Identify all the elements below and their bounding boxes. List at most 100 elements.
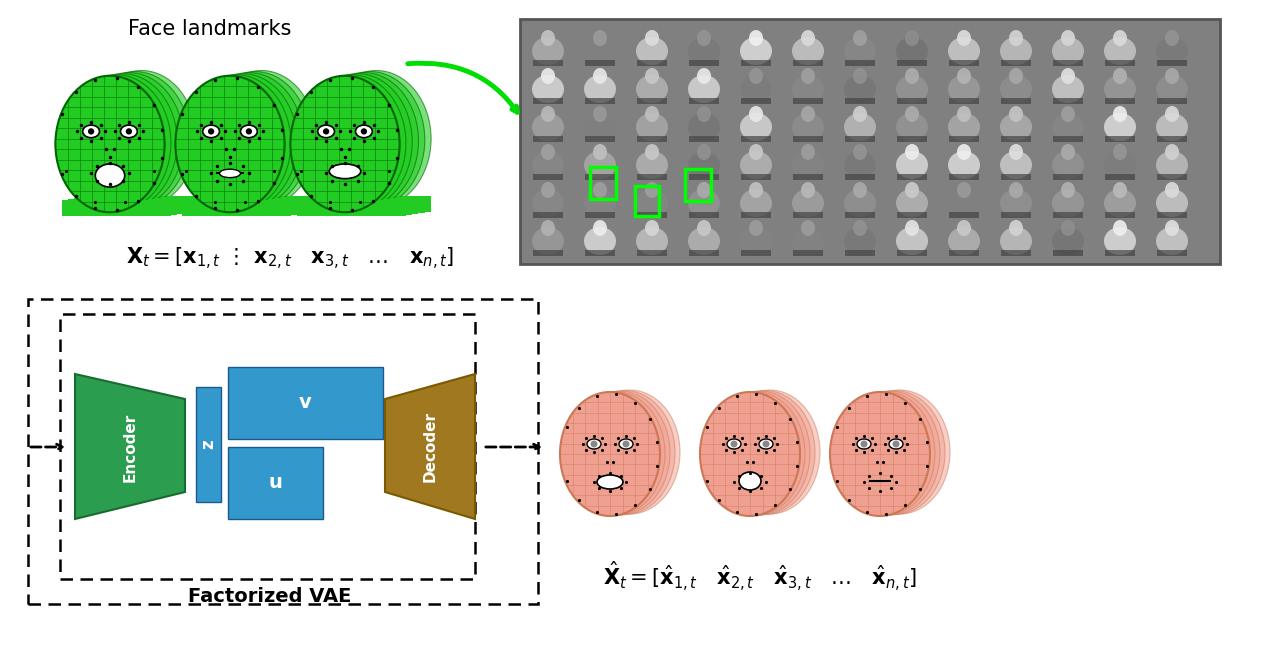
Bar bbox=[1001, 212, 1031, 218]
Ellipse shape bbox=[957, 144, 971, 160]
Ellipse shape bbox=[1113, 144, 1127, 160]
Ellipse shape bbox=[541, 106, 555, 122]
Ellipse shape bbox=[905, 144, 919, 160]
Bar bbox=[227, 367, 383, 439]
Ellipse shape bbox=[801, 68, 815, 84]
Ellipse shape bbox=[740, 75, 772, 103]
Ellipse shape bbox=[999, 75, 1033, 103]
Bar bbox=[74, 198, 184, 214]
Ellipse shape bbox=[705, 392, 805, 515]
Ellipse shape bbox=[957, 68, 971, 84]
Bar bbox=[207, 196, 316, 212]
Ellipse shape bbox=[593, 144, 607, 160]
Ellipse shape bbox=[1104, 151, 1136, 179]
Ellipse shape bbox=[61, 75, 171, 211]
Ellipse shape bbox=[801, 30, 815, 46]
Ellipse shape bbox=[1052, 113, 1084, 141]
Bar bbox=[897, 98, 927, 104]
Ellipse shape bbox=[740, 37, 772, 65]
Ellipse shape bbox=[532, 227, 564, 255]
Ellipse shape bbox=[587, 439, 601, 449]
Ellipse shape bbox=[541, 144, 555, 160]
Ellipse shape bbox=[565, 392, 665, 515]
Ellipse shape bbox=[532, 113, 564, 141]
Bar bbox=[689, 250, 720, 256]
Bar bbox=[316, 198, 424, 213]
Bar bbox=[897, 174, 927, 180]
Ellipse shape bbox=[700, 392, 800, 516]
Bar bbox=[1105, 212, 1135, 218]
Bar bbox=[533, 250, 564, 256]
Bar bbox=[950, 174, 979, 180]
Bar bbox=[636, 174, 667, 180]
Bar bbox=[689, 212, 720, 218]
Ellipse shape bbox=[896, 189, 928, 217]
Ellipse shape bbox=[1157, 113, 1189, 141]
Bar bbox=[585, 136, 615, 142]
Ellipse shape bbox=[829, 392, 930, 516]
Text: $\hat{\mathbf{X}}_t = [\hat{\mathbf{x}}_{1,t} \quad \hat{\mathbf{x}}_{2,t} \quad: $\hat{\mathbf{X}}_t = [\hat{\mathbf{x}}_… bbox=[603, 559, 918, 593]
Bar bbox=[1053, 98, 1082, 104]
Bar bbox=[585, 212, 615, 218]
Bar bbox=[181, 200, 291, 216]
Ellipse shape bbox=[860, 441, 868, 447]
Ellipse shape bbox=[201, 71, 309, 208]
Ellipse shape bbox=[1010, 30, 1022, 46]
Ellipse shape bbox=[597, 475, 622, 489]
Ellipse shape bbox=[801, 106, 815, 122]
Ellipse shape bbox=[1061, 144, 1075, 160]
Ellipse shape bbox=[1010, 68, 1022, 84]
Bar bbox=[845, 212, 875, 218]
Bar bbox=[533, 212, 564, 218]
Ellipse shape bbox=[697, 30, 711, 46]
Ellipse shape bbox=[749, 182, 763, 198]
Bar bbox=[1053, 174, 1082, 180]
Ellipse shape bbox=[905, 182, 919, 198]
Ellipse shape bbox=[1010, 106, 1022, 122]
Bar bbox=[1105, 98, 1135, 104]
Ellipse shape bbox=[584, 227, 616, 255]
Ellipse shape bbox=[749, 68, 763, 84]
Ellipse shape bbox=[843, 113, 875, 141]
Bar bbox=[897, 136, 927, 142]
Ellipse shape bbox=[207, 71, 316, 207]
Ellipse shape bbox=[194, 73, 303, 209]
Ellipse shape bbox=[316, 71, 424, 208]
Bar bbox=[585, 174, 615, 180]
Ellipse shape bbox=[1061, 30, 1075, 46]
Ellipse shape bbox=[74, 73, 184, 209]
Bar bbox=[950, 250, 979, 256]
Bar bbox=[533, 174, 564, 180]
Bar bbox=[61, 200, 171, 216]
Bar bbox=[636, 98, 667, 104]
Bar bbox=[845, 98, 875, 104]
Ellipse shape bbox=[843, 37, 875, 65]
Bar bbox=[950, 60, 979, 66]
Ellipse shape bbox=[948, 151, 980, 179]
Bar bbox=[685, 169, 711, 201]
Ellipse shape bbox=[645, 144, 659, 160]
Ellipse shape bbox=[697, 220, 711, 236]
Bar bbox=[794, 250, 823, 256]
Ellipse shape bbox=[999, 151, 1033, 179]
Ellipse shape bbox=[1061, 182, 1075, 198]
Ellipse shape bbox=[590, 441, 598, 447]
Ellipse shape bbox=[801, 220, 815, 236]
Bar bbox=[794, 212, 823, 218]
Ellipse shape bbox=[843, 75, 875, 103]
Bar bbox=[87, 196, 196, 212]
Ellipse shape bbox=[593, 106, 607, 122]
Ellipse shape bbox=[645, 30, 659, 46]
Ellipse shape bbox=[948, 75, 980, 103]
Ellipse shape bbox=[1157, 75, 1189, 103]
Ellipse shape bbox=[303, 74, 413, 210]
Bar bbox=[585, 250, 615, 256]
Ellipse shape bbox=[905, 220, 919, 236]
Bar bbox=[1105, 174, 1135, 180]
Ellipse shape bbox=[1166, 144, 1180, 160]
Ellipse shape bbox=[740, 113, 772, 141]
Ellipse shape bbox=[245, 128, 252, 135]
Ellipse shape bbox=[1113, 68, 1127, 84]
Bar bbox=[1157, 98, 1187, 104]
Ellipse shape bbox=[759, 439, 773, 449]
